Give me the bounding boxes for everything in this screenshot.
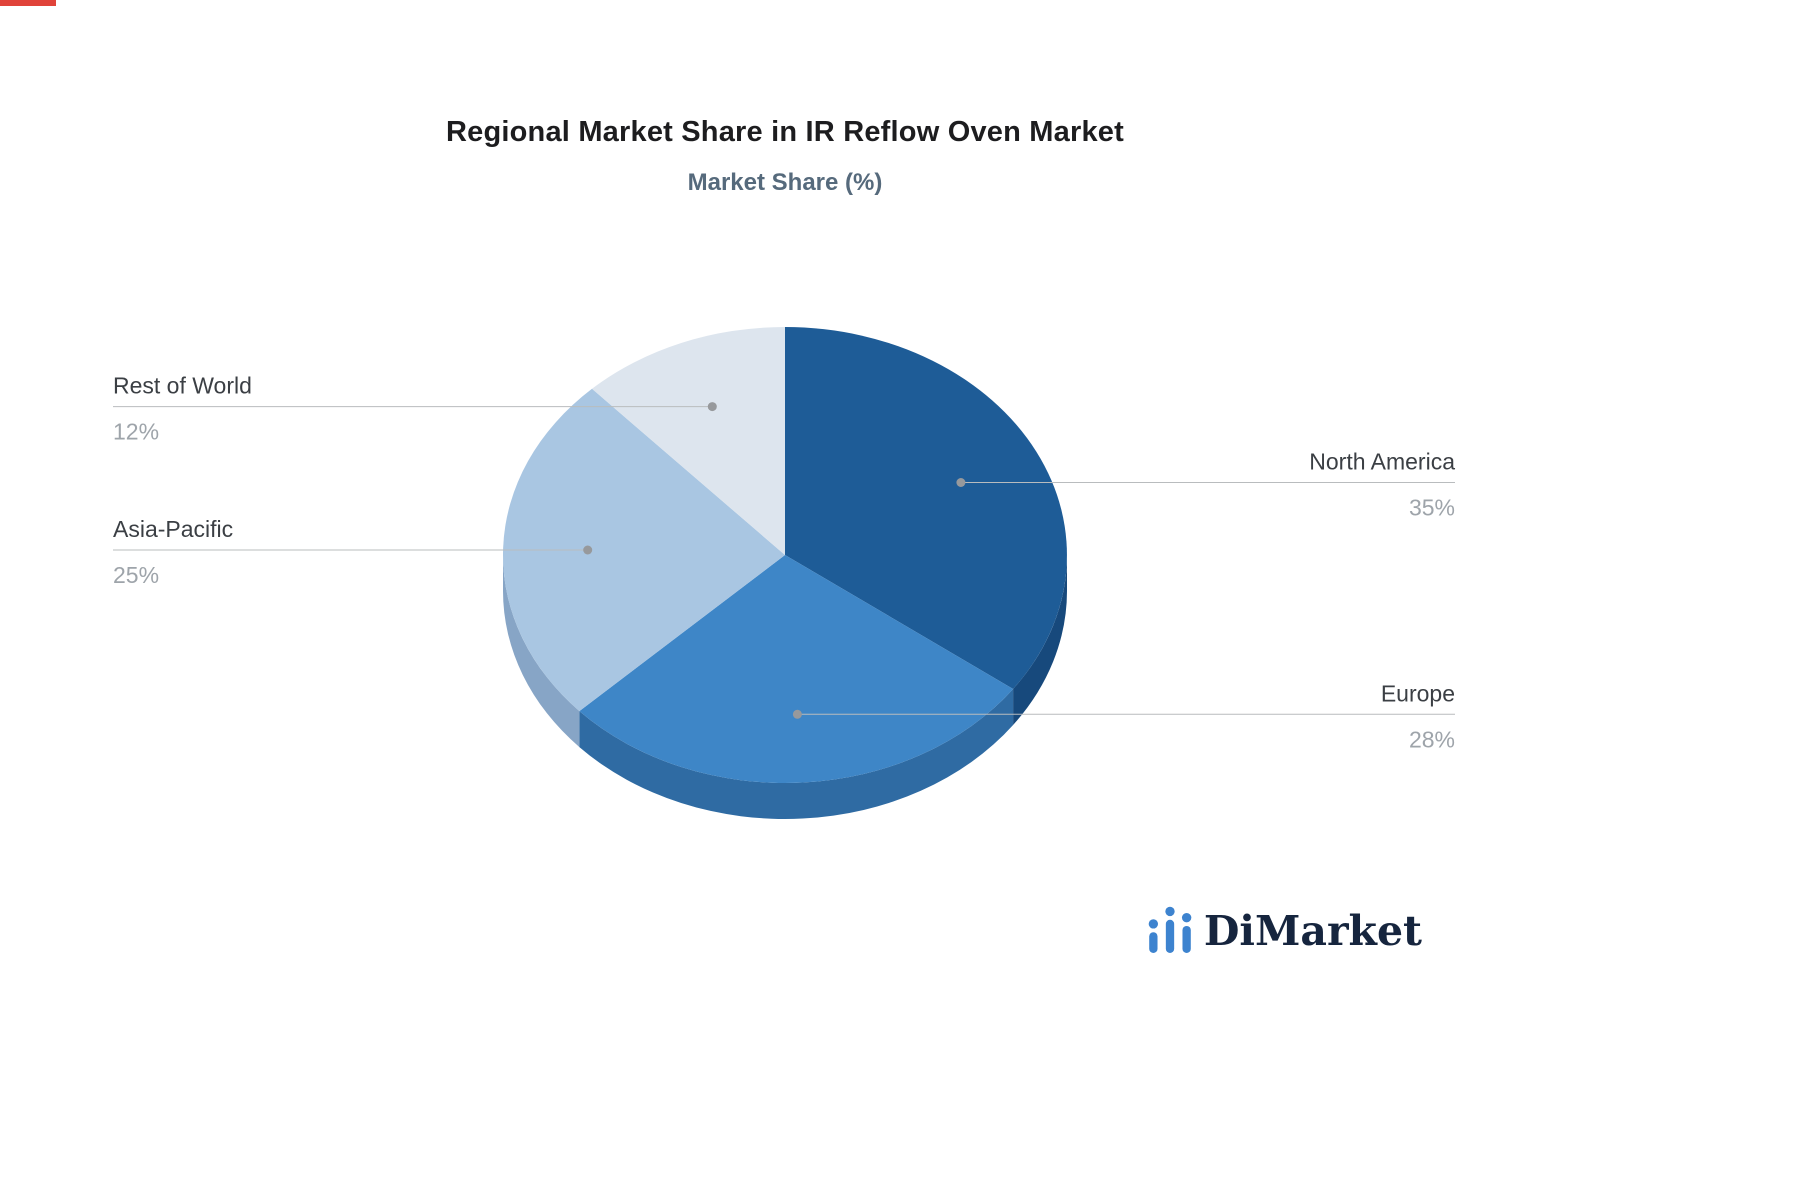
callout-label-europe: Europe: [1381, 680, 1455, 706]
chart-subtitle: Market Share (%): [687, 169, 883, 196]
pie-slice-europe[interactable]: [579, 555, 1014, 784]
chart-title: Regional Market Share in IR Reflow Oven …: [446, 116, 1124, 148]
pie-slice-side-europe: [579, 689, 1014, 820]
brand-icon-bars: [1148, 906, 1192, 953]
pie-slice-asia-pacific[interactable]: [502, 388, 785, 712]
callout-dot-europe: [792, 709, 802, 719]
callout-dot-rest-of-world: [707, 402, 717, 412]
callout-value-europe: 28%: [1409, 726, 1455, 752]
pie-slice-side-north-america: [1013, 555, 1067, 725]
pie-slice-side-asia-pacific: [503, 555, 580, 748]
callout-value-north-america: 35%: [1409, 495, 1455, 521]
brand-chart-icon: [1148, 906, 1192, 953]
callout-label-rest-of-world: Rest of World: [113, 373, 252, 399]
pie-slice-rest-of-world[interactable]: [592, 327, 785, 555]
callout-dot-north-america: [956, 478, 966, 487]
brand-name: DiMarket: [1203, 906, 1422, 955]
callout-dot-asia-pacific: [583, 545, 593, 555]
pie-slice-north-america[interactable]: [785, 327, 1067, 689]
callout-label-asia-pacific: Asia-Pacific: [113, 516, 233, 542]
callout-value-rest-of-world: 12%: [113, 419, 159, 445]
callout-value-asia-pacific: 25%: [113, 562, 159, 588]
chart-header: Regional Market Share in IR Reflow Oven …: [0, 116, 1570, 197]
brand-logo: DiMarket: [1147, 901, 1422, 953]
callout-label-north-america: North America: [1309, 449, 1455, 475]
screen-edge-artifact: [0, 0, 56, 6]
